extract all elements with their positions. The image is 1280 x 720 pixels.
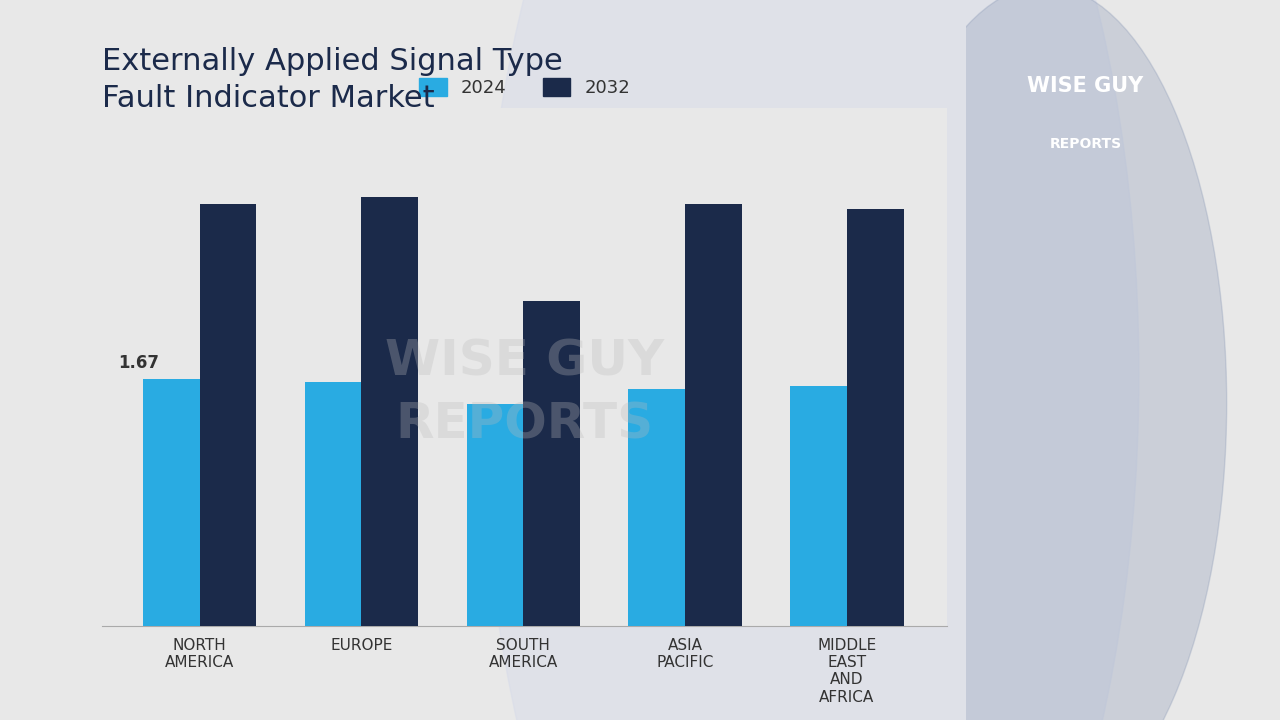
- Bar: [790, 387, 847, 626]
- Text: REPORTS: REPORTS: [1050, 137, 1121, 151]
- Circle shape: [480, 0, 1139, 720]
- Text: WISE GUY: WISE GUY: [1028, 76, 1144, 96]
- Bar: [628, 390, 685, 626]
- Bar: [685, 204, 741, 626]
- Text: Externally Applied Signal Type
Fault Indicator Market: Externally Applied Signal Type Fault Ind…: [102, 47, 563, 113]
- Bar: [361, 197, 419, 626]
- Bar: [305, 382, 361, 626]
- Bar: [847, 209, 904, 626]
- Bar: [466, 404, 524, 626]
- Text: 1.67: 1.67: [118, 354, 159, 372]
- Bar: [143, 379, 200, 626]
- Bar: [524, 300, 580, 626]
- Bar: [200, 204, 256, 626]
- Legend: 2024, 2032: 2024, 2032: [412, 71, 637, 104]
- Circle shape: [863, 0, 1226, 720]
- Text: WISE GUY
REPORTS: WISE GUY REPORTS: [385, 338, 664, 449]
